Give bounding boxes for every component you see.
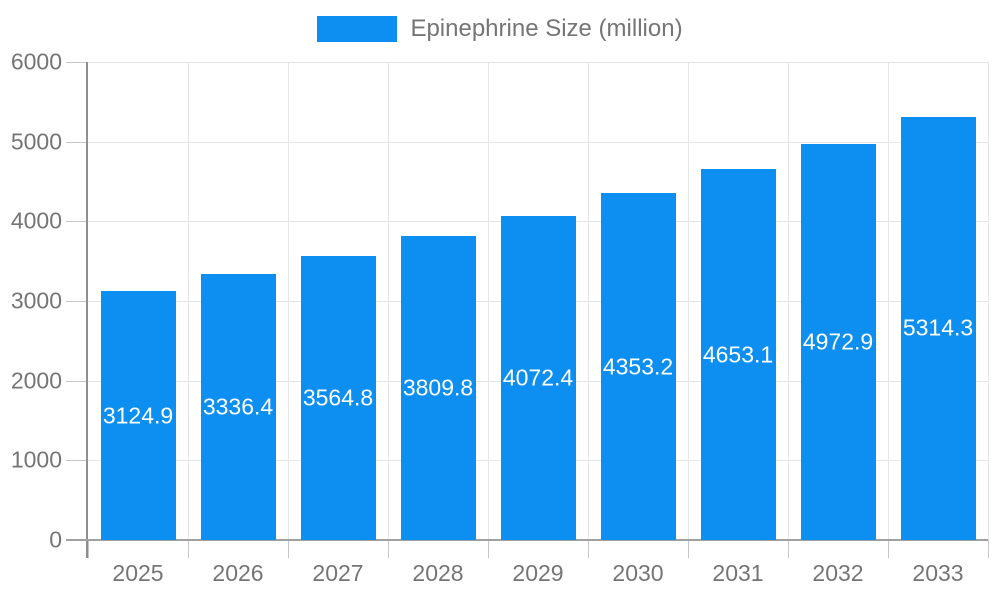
y-axis-tick-label: 5000 — [10, 128, 62, 155]
y-axis-tick — [66, 380, 88, 382]
bar-value-label: 4653.1 — [702, 341, 774, 368]
bar[interactable]: 3336.4 — [200, 274, 276, 540]
bar[interactable]: 3809.8 — [400, 236, 476, 540]
bar-value-label: 4072.4 — [502, 364, 574, 391]
x-axis-tick — [788, 540, 789, 558]
gridline-vertical — [588, 62, 589, 540]
bar-value-label: 3124.9 — [102, 402, 174, 429]
bar[interactable]: 4972.9 — [800, 143, 876, 540]
x-axis-tick — [888, 540, 889, 558]
bar[interactable]: 4353.2 — [600, 193, 676, 540]
x-axis-tick-label: 2030 — [612, 560, 664, 586]
gridline-vertical — [488, 62, 489, 540]
x-axis-line — [66, 539, 988, 541]
x-axis-tick — [188, 540, 189, 558]
x-axis-tick — [588, 540, 589, 558]
y-axis-tick-label: 2000 — [10, 367, 62, 394]
gridline-vertical — [988, 62, 989, 540]
gridline-horizontal — [88, 141, 988, 143]
bar[interactable]: 3564.8 — [300, 256, 376, 540]
y-axis-tick-label: 3000 — [10, 287, 62, 314]
x-axis-tick-label: 2027 — [312, 560, 364, 586]
y-axis-tick — [66, 62, 88, 63]
gridline-vertical — [388, 62, 389, 540]
x-axis-tick — [388, 540, 389, 558]
y-axis-tick — [66, 460, 88, 462]
x-axis-tick-label: 2033 — [912, 560, 964, 586]
x-axis-tick — [688, 540, 689, 558]
legend-label: Epinephrine Size (million) — [410, 15, 683, 42]
x-axis-tick-label: 2032 — [812, 560, 864, 586]
bar-value-label: 3564.8 — [302, 384, 374, 411]
x-axis-tick-label: 2031 — [712, 560, 764, 586]
bar-value-label: 3809.8 — [402, 374, 474, 401]
bar-value-label: 4972.9 — [802, 328, 874, 355]
x-axis-tick-label: 2029 — [512, 560, 564, 586]
bar[interactable]: 5314.3 — [900, 116, 976, 540]
gridline-vertical — [688, 62, 689, 540]
bar-value-label: 5314.3 — [902, 314, 974, 341]
bar[interactable]: 3124.9 — [100, 291, 176, 540]
y-axis-tick-label: 4000 — [10, 207, 62, 234]
bar[interactable]: 4072.4 — [500, 215, 576, 540]
y-axis-line — [86, 62, 88, 558]
bar-value-label: 4353.2 — [602, 353, 674, 380]
x-axis-tick — [988, 540, 989, 558]
bar-value-label: 3336.4 — [202, 393, 274, 420]
legend[interactable]: Epinephrine Size (million) — [0, 16, 1000, 42]
legend-swatch — [317, 16, 398, 42]
x-axis-tick-label: 2025 — [112, 560, 164, 586]
x-axis-tick — [488, 540, 489, 558]
x-axis-tick-label: 2026 — [212, 560, 264, 586]
gridline-vertical — [788, 62, 789, 540]
bar[interactable]: 4653.1 — [700, 169, 776, 540]
y-axis-tick-label: 0 — [49, 526, 62, 553]
x-axis-tick — [88, 540, 89, 558]
x-axis-tick-label: 2028 — [412, 560, 464, 586]
y-axis-tick — [66, 141, 88, 143]
y-axis-tick-label: 6000 — [10, 48, 62, 75]
x-axis-tick — [288, 540, 289, 558]
gridline-vertical — [188, 62, 189, 540]
y-axis-tick — [66, 221, 88, 223]
gridline-vertical — [288, 62, 289, 540]
y-axis-tick — [66, 301, 88, 302]
gridline-vertical — [888, 62, 889, 540]
gridline-horizontal — [88, 62, 988, 63]
y-axis-tick-label: 1000 — [10, 446, 62, 473]
